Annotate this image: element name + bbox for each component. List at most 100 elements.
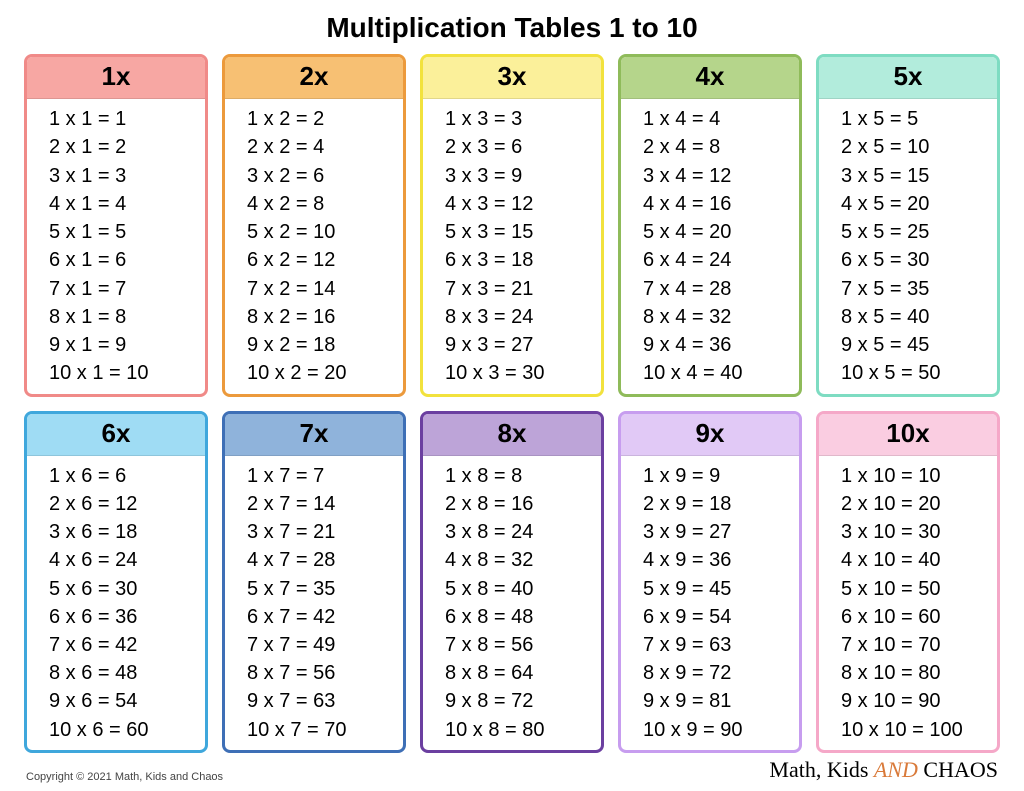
table-row: 6 x 4 = 24	[643, 248, 799, 272]
table-row: 4 x 4 = 16	[643, 192, 799, 216]
table-row: 4 x 5 = 20	[841, 192, 997, 216]
table-row: 1 x 2 = 2	[247, 107, 403, 131]
table-row: 7 x 1 = 7	[49, 277, 205, 301]
table-row: 7 x 7 = 49	[247, 633, 403, 657]
table-row: 3 x 4 = 12	[643, 164, 799, 188]
footer: Copyright © 2021 Math, Kids and Chaos Ma…	[20, 757, 1004, 783]
table-row: 6 x 9 = 54	[643, 605, 799, 629]
table-row: 4 x 2 = 8	[247, 192, 403, 216]
table-row: 3 x 6 = 18	[49, 520, 205, 544]
table-body: 1 x 3 = 32 x 3 = 63 x 3 = 94 x 3 = 125 x…	[423, 99, 601, 394]
table-body: 1 x 9 = 92 x 9 = 183 x 9 = 274 x 9 = 365…	[621, 456, 799, 751]
table-row: 2 x 5 = 10	[841, 135, 997, 159]
brand-accent: AND	[874, 757, 918, 782]
table-card-4: 4x 1 x 4 = 4 2 x 4 = 8 3 x 4 = 12 4 x 4 = 16…	[618, 54, 802, 397]
table-row: 8 x 5 = 40	[841, 305, 997, 329]
table-row: 10 x 5 = 50	[841, 361, 997, 385]
table-row: 7 x 2 = 14	[247, 277, 403, 301]
table-row: 9 x 1 = 9	[49, 333, 205, 357]
table-row: 4 x 10 = 40	[841, 548, 997, 572]
table-row: 4 x 3 = 12	[445, 192, 601, 216]
table-row: 4 x 1 = 4	[49, 192, 205, 216]
table-body: 1 x 6 = 62 x 6 = 123 x 6 = 184 x 6 = 245…	[27, 456, 205, 751]
table-row: 1 x 1 = 1	[49, 107, 205, 131]
table-card-6: 6x1 x 6 = 62 x 6 = 123 x 6 = 184 x 6 = 2…	[24, 411, 208, 754]
table-row: 3 x 8 = 24	[445, 520, 601, 544]
table-card-1: 1x1 x 1 = 12 x 1 = 23 x 1 = 34 x 1 = 45 …	[24, 54, 208, 397]
table-body: 1 x 1 = 12 x 1 = 23 x 1 = 34 x 1 = 45 x …	[27, 99, 205, 394]
table-row: 6 x 3 = 18	[445, 248, 601, 272]
table-row: 1 x 3 = 3	[445, 107, 601, 131]
table-row: 9 x 8 = 72	[445, 689, 601, 713]
table-row: 2 x 6 = 12	[49, 492, 205, 516]
table-row: 2 x 9 = 18	[643, 492, 799, 516]
table-row: 1 x 8 = 8	[445, 464, 601, 488]
table-header: 10x	[819, 414, 997, 456]
table-row: 5 x 9 = 45	[643, 577, 799, 601]
table-row: 2 x 8 = 16	[445, 492, 601, 516]
table-row: 8 x 4 = 32	[643, 305, 799, 329]
table-row: 5 x 3 = 15	[445, 220, 601, 244]
table-card-9: 9x1 x 9 = 92 x 9 = 183 x 9 = 274 x 9 = 3…	[618, 411, 802, 754]
table-header: 6x	[27, 414, 205, 456]
table-row: 1 x 6 = 6	[49, 464, 205, 488]
table-body: 1 x 4 = 4 2 x 4 = 8 3 x 4 = 12 4 x 4 = 16 5 …	[621, 99, 799, 394]
table-row: 5 x 1 = 5	[49, 220, 205, 244]
table-body: 1 x 10 = 102 x 10 = 203 x 10 = 304 x 10 …	[819, 456, 997, 751]
table-card-7: 7x1 x 7 = 72 x 7 = 143 x 7 = 214 x 7 = 2…	[222, 411, 406, 754]
table-row: 9 x 5 = 45	[841, 333, 997, 357]
table-card-10: 10x1 x 10 = 102 x 10 = 203 x 10 = 304 x …	[816, 411, 1000, 754]
table-row: 7 x 3 = 21	[445, 277, 601, 301]
table-header: 3x	[423, 57, 601, 99]
table-row: 1 x 4 = 4	[643, 107, 799, 131]
copyright-text: Copyright © 2021 Math, Kids and Chaos	[26, 771, 223, 783]
table-card-8: 8x1 x 8 = 82 x 8 = 163 x 8 = 244 x 8 = 3…	[420, 411, 604, 754]
table-header: 9x	[621, 414, 799, 456]
tables-grid: 1x1 x 1 = 12 x 1 = 23 x 1 = 34 x 1 = 45 …	[20, 54, 1004, 753]
table-header: 5x	[819, 57, 997, 99]
table-row: 5 x 6 = 30	[49, 577, 205, 601]
table-row: 7 x 5 = 35	[841, 277, 997, 301]
table-row: 7 x 6 = 42	[49, 633, 205, 657]
table-row: 1 x 10 = 10	[841, 464, 997, 488]
table-row: 5 x 5 = 25	[841, 220, 997, 244]
table-row: 10 x 10 = 100	[841, 718, 997, 742]
table-row: 10 x 3 = 30	[445, 361, 601, 385]
table-row: 9 x 7 = 63	[247, 689, 403, 713]
table-row: 8 x 10 = 80	[841, 661, 997, 685]
table-row: 8 x 1 = 8	[49, 305, 205, 329]
table-row: 4 x 8 = 32	[445, 548, 601, 572]
table-row: 5 x 4 = 20	[643, 220, 799, 244]
table-row: 1 x 7 = 7	[247, 464, 403, 488]
table-row: 3 x 10 = 30	[841, 520, 997, 544]
table-row: 8 x 2 = 16	[247, 305, 403, 329]
table-row: 2 x 1 = 2	[49, 135, 205, 159]
table-row: 2 x 2 = 4	[247, 135, 403, 159]
table-row: 6 x 10 = 60	[841, 605, 997, 629]
table-row: 8 x 6 = 48	[49, 661, 205, 685]
table-row: 7 x 8 = 56	[445, 633, 601, 657]
table-row: 4 x 7 = 28	[247, 548, 403, 572]
table-row: 10 x 4 = 40	[643, 361, 799, 385]
table-row: 6 x 8 = 48	[445, 605, 601, 629]
table-card-3: 3x1 x 3 = 32 x 3 = 63 x 3 = 94 x 3 = 125…	[420, 54, 604, 397]
page-title: Multiplication Tables 1 to 10	[20, 12, 1004, 44]
table-row: 2 x 4 = 8	[643, 135, 799, 159]
table-row: 9 x 9 = 81	[643, 689, 799, 713]
table-row: 2 x 3 = 6	[445, 135, 601, 159]
table-header: 4x	[621, 57, 799, 99]
table-row: 8 x 8 = 64	[445, 661, 601, 685]
table-header: 7x	[225, 414, 403, 456]
table-body: 1 x 5 = 52 x 5 = 103 x 5 = 154 x 5 = 205…	[819, 99, 997, 394]
table-row: 1 x 5 = 5	[841, 107, 997, 131]
table-row: 9 x 4 = 36	[643, 333, 799, 357]
table-row: 2 x 7 = 14	[247, 492, 403, 516]
table-row: 6 x 5 = 30	[841, 248, 997, 272]
table-header: 2x	[225, 57, 403, 99]
table-row: 5 x 2 = 10	[247, 220, 403, 244]
table-body: 1 x 2 = 22 x 2 = 43 x 2 = 64 x 2 = 85 x …	[225, 99, 403, 394]
table-row: 3 x 9 = 27	[643, 520, 799, 544]
table-row: 7 x 4 = 28	[643, 277, 799, 301]
table-row: 9 x 10 = 90	[841, 689, 997, 713]
table-row: 10 x 9 = 90	[643, 718, 799, 742]
